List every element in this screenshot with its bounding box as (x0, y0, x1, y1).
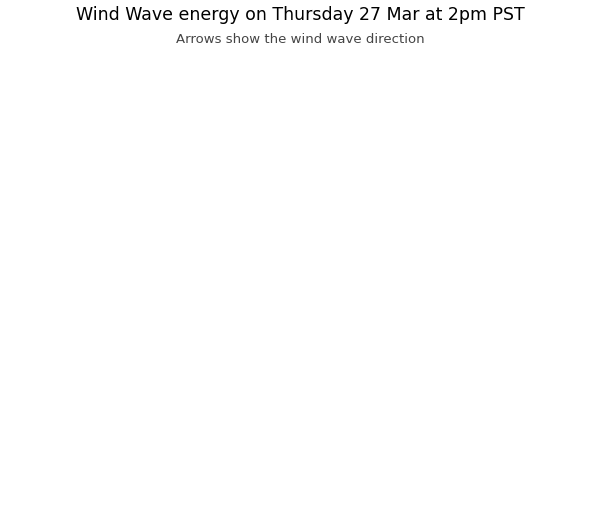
Text: Arrows show the wind wave direction: Arrows show the wind wave direction (176, 33, 425, 47)
Text: Wind Wave energy on Thursday 27 Mar at 2pm PST: Wind Wave energy on Thursday 27 Mar at 2… (76, 6, 525, 24)
Text: cartopy required: cartopy required (243, 271, 358, 285)
